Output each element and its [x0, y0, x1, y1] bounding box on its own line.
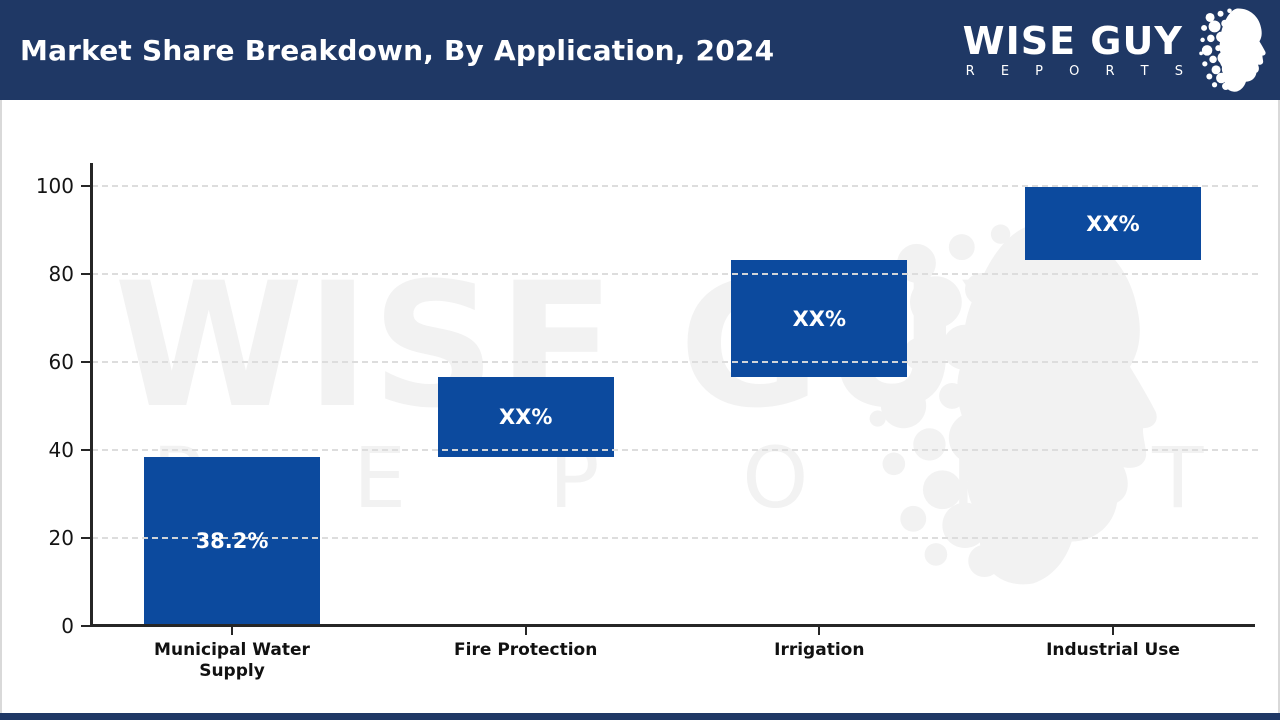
- y-axis-tick-40: [81, 448, 90, 451]
- gridline-y-60: [92, 360, 1258, 363]
- bar-fire-protection: [437, 377, 614, 458]
- logo-text: WISE GUY R E P O R T S: [963, 22, 1194, 79]
- y-axis-tick-20: [81, 536, 90, 539]
- x-axis-tick-municipal-water-supply: [231, 627, 233, 635]
- header-banner: Market Share Breakdown, By Application, …: [0, 0, 1280, 100]
- gridline-y-20: [92, 536, 1258, 539]
- gridline-y-100: [92, 184, 1258, 187]
- bar-municipal-water-supply: [144, 457, 320, 626]
- logo-face-dots-icon: [1196, 7, 1272, 93]
- x-axis-line: [90, 624, 1255, 627]
- bar-value-label-irrigation: XX%: [792, 306, 847, 331]
- category-label-irrigation: Irrigation: [774, 640, 865, 660]
- bar-value-label-industrial-use: XX%: [1086, 211, 1140, 236]
- category-label-municipal-water-supply: Municipal Water Supply: [154, 640, 310, 682]
- gridline-y-80: [92, 272, 1258, 275]
- y-axis-tick-label-20: 20: [48, 525, 74, 550]
- bar-value-label-municipal-water-supply: 38.2%: [195, 529, 269, 554]
- page-title: Market Share Breakdown, By Application, …: [20, 33, 775, 67]
- footer-bar: [0, 713, 1280, 720]
- y-axis-tick-label-60: 60: [48, 349, 74, 374]
- logo-wordmark: WISE GUY: [962, 18, 1183, 63]
- x-axis-tick-irrigation: [818, 627, 821, 635]
- wise-guy-reports-logo: WISE GUY R E P O R T S: [963, 7, 1272, 93]
- x-axis-tick-fire-protection: [524, 627, 527, 635]
- logo-subtitle: R E P O R T S: [965, 63, 1194, 79]
- category-label-fire-protection: Fire Protection: [454, 640, 598, 660]
- y-axis-tick-label-40: 40: [48, 437, 74, 462]
- x-axis-tick-industrial-use: [1112, 627, 1114, 635]
- gridline-y-40: [92, 448, 1258, 451]
- y-axis-tick-60: [81, 360, 90, 363]
- bar-value-label-fire-protection: XX%: [498, 405, 553, 430]
- plot-area: 0 20 40 60 80 100 38.2% Municipal Water Supply X…: [2, 100, 1278, 713]
- y-axis-tick-label-0: 0: [61, 613, 74, 638]
- y-axis-tick-label-80: 80: [48, 261, 74, 286]
- y-axis-tick-label-100: 100: [35, 173, 74, 198]
- category-label-industrial-use: Industrial Use: [1046, 640, 1180, 660]
- chart-canvas: WISE GUY R E P O R T S 02040608010038.2%…: [0, 100, 1280, 713]
- y-axis-line: [90, 163, 93, 627]
- y-axis-tick-100: [81, 184, 90, 187]
- y-axis-tick-80: [81, 272, 90, 275]
- y-axis-tick-0: [81, 624, 90, 627]
